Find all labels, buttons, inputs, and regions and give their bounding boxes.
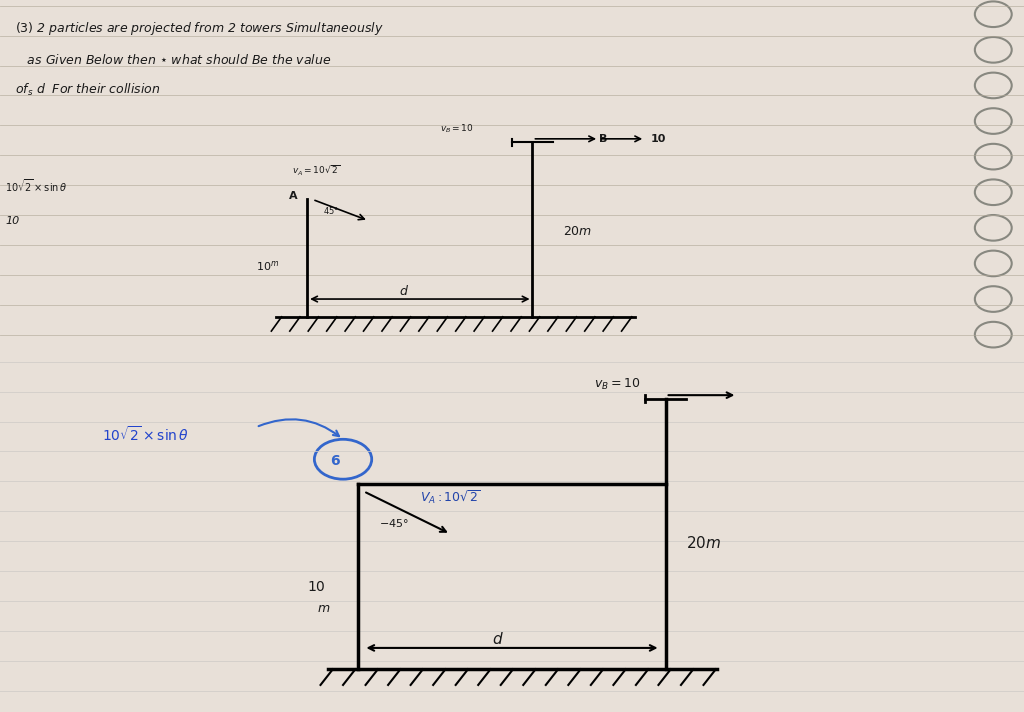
- Text: $V_A : 10\sqrt{2}$: $V_A : 10\sqrt{2}$: [420, 488, 480, 506]
- Text: as Given Below then $\star$ what should Be the value: as Given Below then $\star$ what should …: [15, 53, 332, 67]
- Text: $(3)$ 2 particles are projected from 2 towers Simultaneously: $(3)$ 2 particles are projected from 2 t…: [15, 20, 384, 37]
- Text: $20m$: $20m$: [686, 535, 721, 551]
- Text: 6: 6: [330, 454, 339, 468]
- Text: $10\sqrt{2}\times\sin\theta$: $10\sqrt{2}\times\sin\theta$: [102, 426, 189, 444]
- Text: $45°$: $45°$: [323, 204, 339, 216]
- Text: 10: 10: [650, 135, 666, 145]
- Text: of$_s$ d  For their collision: of$_s$ d For their collision: [15, 82, 161, 98]
- Text: $v_B{=}10$: $v_B{=}10$: [594, 377, 640, 392]
- Text: $20m$: $20m$: [563, 225, 593, 238]
- Text: A: A: [289, 192, 297, 201]
- Text: $d$: $d$: [399, 285, 410, 298]
- Text: $d$: $d$: [492, 632, 503, 647]
- Text: $10^m$: $10^m$: [256, 259, 280, 273]
- Text: $m$: $m$: [317, 602, 331, 615]
- Text: $-45°$: $-45°$: [379, 517, 409, 529]
- Text: $v_A{=}10\sqrt{2}$: $v_A{=}10\sqrt{2}$: [292, 164, 340, 178]
- Text: $v_B{=}10$: $v_B{=}10$: [440, 122, 474, 135]
- Text: $10$: $10$: [307, 580, 326, 594]
- Text: $10\sqrt{2}\times\sin\theta$: $10\sqrt{2}\times\sin\theta$: [5, 177, 68, 194]
- Text: 10: 10: [5, 216, 19, 226]
- Text: B: B: [599, 135, 607, 145]
